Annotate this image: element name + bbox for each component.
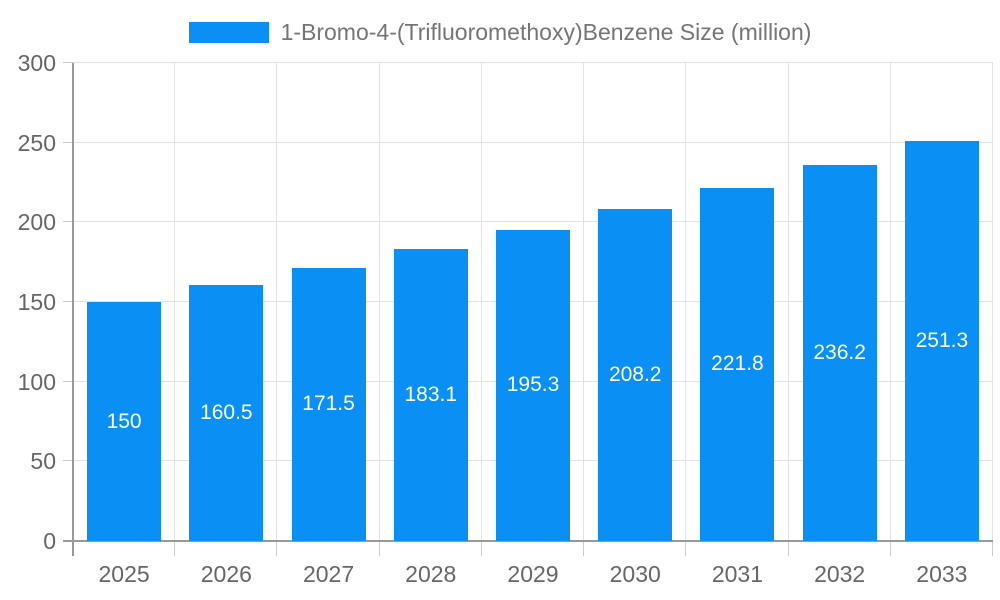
x-gridline — [480, 63, 482, 541]
bar[interactable]: 208.2 — [598, 209, 673, 541]
bar-value-label: 195.3 — [506, 373, 560, 397]
y-axis-label: 250 — [17, 129, 56, 156]
y-tick — [63, 380, 73, 382]
bar[interactable]: 195.3 — [496, 229, 570, 541]
x-tick — [276, 541, 278, 556]
y-axis-label: 150 — [17, 289, 56, 315]
bar[interactable]: 183.1 — [393, 249, 468, 541]
y-gridline — [73, 141, 993, 143]
x-tick — [378, 541, 380, 556]
x-axis-label: 2033 — [916, 561, 968, 587]
x-axis-label: 2028 — [405, 561, 457, 587]
y-tick — [63, 221, 73, 223]
bar-value-label: 251.3 — [915, 328, 969, 352]
y-axis-label: 200 — [17, 209, 56, 236]
x-gridline — [378, 63, 380, 541]
bar[interactable]: 171.5 — [291, 267, 366, 541]
y-tick — [63, 460, 73, 462]
bar-value-label: 160.5 — [200, 401, 253, 425]
x-gridline — [583, 63, 585, 541]
legend-swatch-icon — [188, 22, 269, 43]
x-tick — [992, 541, 993, 556]
x-axis-line — [63, 540, 993, 542]
y-tick — [63, 62, 73, 63]
x-axis-label: 2027 — [302, 561, 355, 587]
y-axis-label: 50 — [30, 448, 56, 475]
y-tick — [63, 301, 73, 302]
y-axis-line — [72, 63, 74, 556]
bar-value-label: 208.2 — [608, 363, 662, 387]
x-tick — [787, 541, 789, 556]
x-tick — [889, 541, 891, 556]
legend-label: 1-Bromo-4-(Trifluoromethoxy)Benzene Size… — [280, 19, 812, 45]
bar-value-label: 236.2 — [813, 340, 866, 364]
x-gridline — [276, 63, 278, 541]
bar[interactable]: 160.5 — [189, 285, 264, 541]
bar[interactable]: 236.2 — [802, 164, 877, 541]
x-gridline — [174, 63, 176, 541]
x-tick — [480, 541, 482, 556]
bar-value-label: 171.5 — [302, 392, 355, 416]
x-axis-label: 2025 — [98, 561, 150, 587]
y-gridline — [73, 221, 993, 223]
x-gridline — [889, 63, 891, 541]
legend-item[interactable]: 1-Bromo-4-(Trifluoromethoxy)Benzene Size… — [0, 19, 1000, 46]
y-axis-label: 300 — [17, 50, 56, 76]
x-axis-label: 2029 — [507, 561, 559, 587]
bar-value-label: 150 — [106, 409, 142, 433]
y-axis-label: 0 — [43, 528, 56, 554]
y-axis-label: 100 — [17, 368, 56, 395]
bar-value-label: 221.8 — [711, 352, 764, 376]
x-tick — [685, 541, 687, 556]
y-tick — [63, 141, 73, 143]
x-tick — [583, 541, 585, 556]
y-gridline — [73, 62, 993, 63]
bar[interactable]: 251.3 — [904, 140, 979, 541]
x-axis-label: 2026 — [200, 561, 252, 587]
x-gridline — [685, 63, 687, 541]
x-tick — [174, 541, 176, 556]
x-gridline — [992, 63, 993, 541]
bar[interactable]: 221.8 — [700, 187, 775, 541]
bar-value-label: 183.1 — [404, 383, 458, 407]
x-axis-label: 2030 — [609, 561, 661, 587]
bar[interactable]: 150 — [87, 302, 162, 541]
x-axis-label: 2032 — [814, 561, 866, 587]
x-axis-label: 2031 — [711, 561, 764, 587]
x-gridline — [787, 63, 789, 541]
